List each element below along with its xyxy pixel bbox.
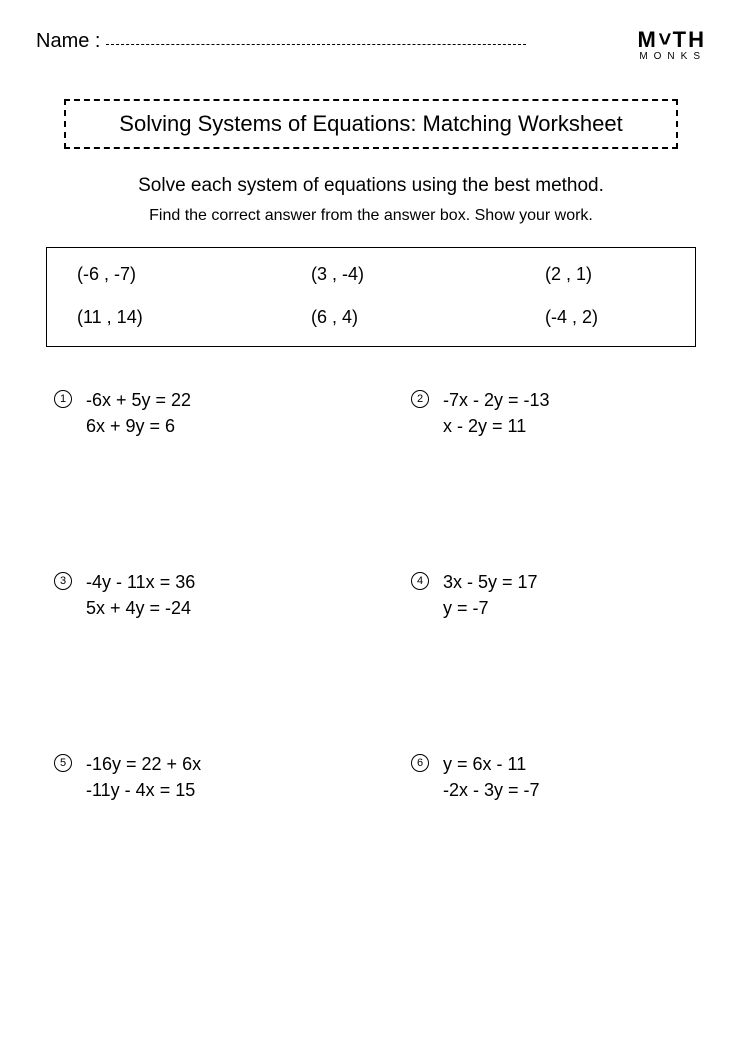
- problem-number: 6: [411, 754, 429, 772]
- problem-number: 1: [54, 390, 72, 408]
- problem: 5 -16y = 22 + 6x -11y - 4x = 15: [54, 751, 371, 803]
- logo: M>TH MONKS: [637, 30, 706, 61]
- equation: -4y - 11x = 36: [86, 569, 195, 595]
- answer-row: (11 , 14) (6 , 4) (-4 , 2): [77, 307, 665, 328]
- instruction-secondary: Find the correct answer from the answer …: [36, 207, 706, 225]
- name-field-area: Name :: [36, 30, 526, 53]
- problem-row: 5 -16y = 22 + 6x -11y - 4x = 15 6 y = 6x…: [54, 751, 688, 803]
- problem: 3 -4y - 11x = 36 5x + 4y = -24: [54, 569, 371, 621]
- equations: -16y = 22 + 6x -11y - 4x = 15: [86, 751, 201, 803]
- equations: -7x - 2y = -13 x - 2y = 11: [443, 387, 550, 439]
- equations: -6x + 5y = 22 6x + 9y = 6: [86, 387, 191, 439]
- equation: 5x + 4y = -24: [86, 595, 195, 621]
- answer-option: (11 , 14): [77, 307, 197, 328]
- problem: 6 y = 6x - 11 -2x - 3y = -7: [371, 751, 688, 803]
- logo-bottom: MONKS: [637, 52, 706, 61]
- problem-row: 1 -6x + 5y = 22 6x + 9y = 6 2 -7x - 2y =…: [54, 387, 688, 439]
- equation: -2x - 3y = -7: [443, 777, 540, 803]
- problem-number: 5: [54, 754, 72, 772]
- answer-option: (-6 , -7): [77, 264, 197, 285]
- answer-option: (3 , -4): [311, 264, 431, 285]
- equation: y = 6x - 11: [443, 751, 540, 777]
- worksheet-title: Solving Systems of Equations: Matching W…: [82, 111, 660, 137]
- equations: 3x - 5y = 17 y = -7: [443, 569, 538, 621]
- equations: -4y - 11x = 36 5x + 4y = -24: [86, 569, 195, 621]
- logo-top: M>TH: [637, 30, 706, 50]
- problems-area: 1 -6x + 5y = 22 6x + 9y = 6 2 -7x - 2y =…: [36, 387, 706, 804]
- name-label: Name :: [36, 30, 100, 53]
- equation: -6x + 5y = 22: [86, 387, 191, 413]
- answer-row: (-6 , -7) (3 , -4) (2 , 1): [77, 264, 665, 285]
- answer-option: (-4 , 2): [545, 307, 665, 328]
- header: Name : M>TH MONKS: [36, 30, 706, 61]
- equation: 3x - 5y = 17: [443, 569, 538, 595]
- equation: 6x + 9y = 6: [86, 413, 191, 439]
- equation: -7x - 2y = -13: [443, 387, 550, 413]
- answer-box: (-6 , -7) (3 , -4) (2 , 1) (11 , 14) (6 …: [46, 247, 696, 347]
- equation: y = -7: [443, 595, 538, 621]
- name-blank-line[interactable]: [106, 44, 526, 45]
- problem-number: 3: [54, 572, 72, 590]
- problem: 4 3x - 5y = 17 y = -7: [371, 569, 688, 621]
- title-box: Solving Systems of Equations: Matching W…: [64, 99, 678, 149]
- answer-option: (6 , 4): [311, 307, 431, 328]
- problem-row: 3 -4y - 11x = 36 5x + 4y = -24 4 3x - 5y…: [54, 569, 688, 621]
- problem: 2 -7x - 2y = -13 x - 2y = 11: [371, 387, 688, 439]
- instruction-primary: Solve each system of equations using the…: [36, 175, 706, 197]
- problem-number: 4: [411, 572, 429, 590]
- equation: -16y = 22 + 6x: [86, 751, 201, 777]
- equations: y = 6x - 11 -2x - 3y = -7: [443, 751, 540, 803]
- equation: x - 2y = 11: [443, 413, 550, 439]
- problem: 1 -6x + 5y = 22 6x + 9y = 6: [54, 387, 371, 439]
- equation: -11y - 4x = 15: [86, 777, 201, 803]
- problem-number: 2: [411, 390, 429, 408]
- answer-option: (2 , 1): [545, 264, 665, 285]
